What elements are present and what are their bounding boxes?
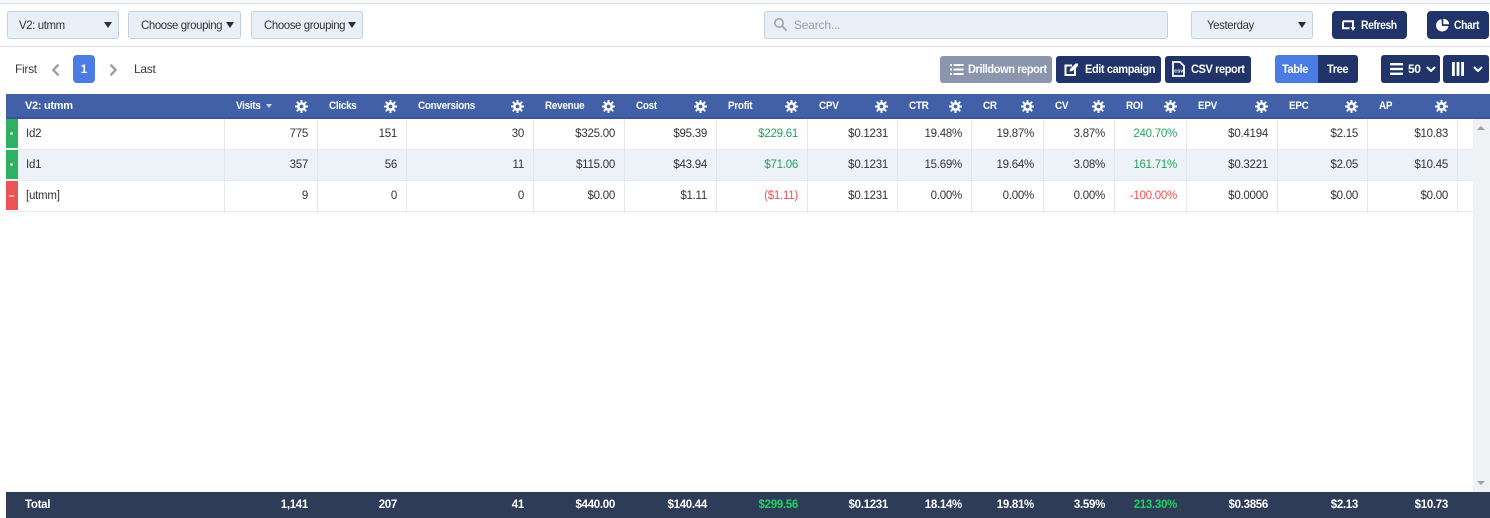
svg-text:csv: csv <box>1174 69 1184 75</box>
